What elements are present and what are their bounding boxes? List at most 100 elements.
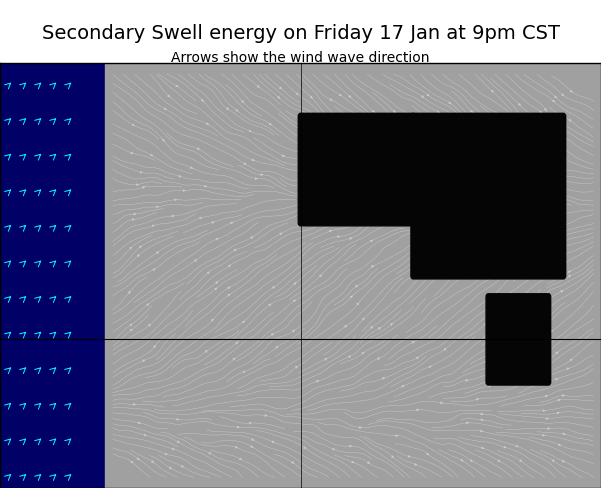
FancyArrowPatch shape xyxy=(133,213,136,215)
FancyArrowPatch shape xyxy=(205,350,207,353)
FancyArrowPatch shape xyxy=(255,178,257,180)
FancyArrowPatch shape xyxy=(228,265,231,267)
FancyArrowPatch shape xyxy=(137,458,139,460)
FancyArrowPatch shape xyxy=(520,122,522,124)
FancyArrowPatch shape xyxy=(279,87,282,89)
FancyArrowPatch shape xyxy=(279,233,282,235)
FancyArrowPatch shape xyxy=(302,129,304,131)
FancyArrowPatch shape xyxy=(269,304,271,306)
FancyArrowPatch shape xyxy=(517,335,519,338)
FancyArrowPatch shape xyxy=(429,366,432,368)
FancyArrowPatch shape xyxy=(558,444,561,446)
FancyBboxPatch shape xyxy=(486,294,551,385)
FancyArrowPatch shape xyxy=(237,426,239,428)
FancyArrowPatch shape xyxy=(415,463,417,465)
FancyArrowPatch shape xyxy=(364,144,367,146)
FancyArrowPatch shape xyxy=(518,103,520,105)
FancyArrowPatch shape xyxy=(504,446,506,448)
FancyArrowPatch shape xyxy=(293,300,296,302)
FancyArrowPatch shape xyxy=(175,199,177,201)
FancyArrowPatch shape xyxy=(128,291,130,294)
FancyArrowPatch shape xyxy=(235,446,237,448)
FancyArrowPatch shape xyxy=(391,456,394,458)
FancyArrowPatch shape xyxy=(209,452,211,454)
FancyArrowPatch shape xyxy=(453,174,455,176)
FancyArrowPatch shape xyxy=(138,422,141,424)
FancyArrowPatch shape xyxy=(344,325,347,327)
FancyArrowPatch shape xyxy=(243,163,246,164)
FancyArrowPatch shape xyxy=(156,206,159,208)
FancyArrowPatch shape xyxy=(390,324,392,325)
FancyArrowPatch shape xyxy=(499,247,501,250)
FancyArrowPatch shape xyxy=(251,446,253,447)
FancyArrowPatch shape xyxy=(507,317,510,320)
FancyArrowPatch shape xyxy=(362,352,364,354)
FancyArrowPatch shape xyxy=(429,160,432,162)
FancyArrowPatch shape xyxy=(532,121,534,122)
FancyArrowPatch shape xyxy=(495,362,497,364)
FancyArrowPatch shape xyxy=(543,434,545,436)
FancyArrowPatch shape xyxy=(545,395,548,397)
FancyArrowPatch shape xyxy=(471,117,474,120)
FancyArrowPatch shape xyxy=(168,95,170,97)
FancyArrowPatch shape xyxy=(437,111,439,113)
FancyArrowPatch shape xyxy=(349,95,351,98)
Text: Secondary Swell energy on Friday 17 Jan at 9pm CST: Secondary Swell energy on Friday 17 Jan … xyxy=(41,24,560,43)
FancyArrowPatch shape xyxy=(269,123,272,125)
FancyArrowPatch shape xyxy=(555,352,558,354)
FancyArrowPatch shape xyxy=(444,251,447,253)
FancyArrowPatch shape xyxy=(265,414,267,417)
FancyArrowPatch shape xyxy=(530,270,532,272)
FancyArrowPatch shape xyxy=(562,460,565,462)
FancyArrowPatch shape xyxy=(150,154,153,156)
FancyArrowPatch shape xyxy=(569,276,571,278)
FancyArrowPatch shape xyxy=(370,326,373,329)
FancyArrowPatch shape xyxy=(491,90,493,92)
FancyArrowPatch shape xyxy=(471,141,474,142)
FancyArrowPatch shape xyxy=(194,260,197,262)
FancyArrowPatch shape xyxy=(228,294,230,296)
FancyArrowPatch shape xyxy=(151,461,154,463)
FancyArrowPatch shape xyxy=(484,324,487,326)
FancyArrowPatch shape xyxy=(272,286,275,289)
FancyArrowPatch shape xyxy=(382,378,385,380)
FancyArrowPatch shape xyxy=(416,409,419,411)
FancyArrowPatch shape xyxy=(518,190,520,192)
FancyBboxPatch shape xyxy=(411,113,566,279)
FancyArrowPatch shape xyxy=(329,230,332,232)
FancyArrowPatch shape xyxy=(555,378,558,380)
FancyArrowPatch shape xyxy=(130,461,133,463)
FancyArrowPatch shape xyxy=(359,427,362,428)
FancyArrowPatch shape xyxy=(137,255,139,257)
FancyArrowPatch shape xyxy=(304,447,306,448)
FancyArrowPatch shape xyxy=(201,99,204,102)
FancyArrowPatch shape xyxy=(215,288,217,290)
FancyArrowPatch shape xyxy=(231,222,233,224)
FancyArrowPatch shape xyxy=(520,381,523,384)
FancyArrowPatch shape xyxy=(466,422,469,424)
FancyArrowPatch shape xyxy=(175,85,178,87)
FancyArrowPatch shape xyxy=(177,441,180,443)
FancyArrowPatch shape xyxy=(367,461,370,464)
FancyArrowPatch shape xyxy=(242,321,245,323)
FancyArrowPatch shape xyxy=(242,100,244,102)
FancyArrowPatch shape xyxy=(316,380,319,383)
FancyArrowPatch shape xyxy=(227,107,229,109)
FancyArrowPatch shape xyxy=(487,119,489,122)
FancyArrowPatch shape xyxy=(349,356,351,358)
FancyArrowPatch shape xyxy=(275,346,278,348)
FancyArrowPatch shape xyxy=(304,139,307,142)
FancyArrowPatch shape xyxy=(567,368,569,370)
FancyArrowPatch shape xyxy=(470,459,472,461)
FancyArrowPatch shape xyxy=(390,136,392,138)
FancyArrowPatch shape xyxy=(271,334,273,336)
FancyArrowPatch shape xyxy=(313,186,315,188)
FancyArrowPatch shape xyxy=(181,465,183,467)
FancyArrowPatch shape xyxy=(234,249,237,251)
FancyArrowPatch shape xyxy=(492,201,494,203)
FancyArrowPatch shape xyxy=(142,186,145,188)
FancyArrowPatch shape xyxy=(282,155,285,157)
FancyArrowPatch shape xyxy=(236,109,238,111)
FancyArrowPatch shape xyxy=(191,166,193,168)
FancyArrowPatch shape xyxy=(296,93,298,95)
